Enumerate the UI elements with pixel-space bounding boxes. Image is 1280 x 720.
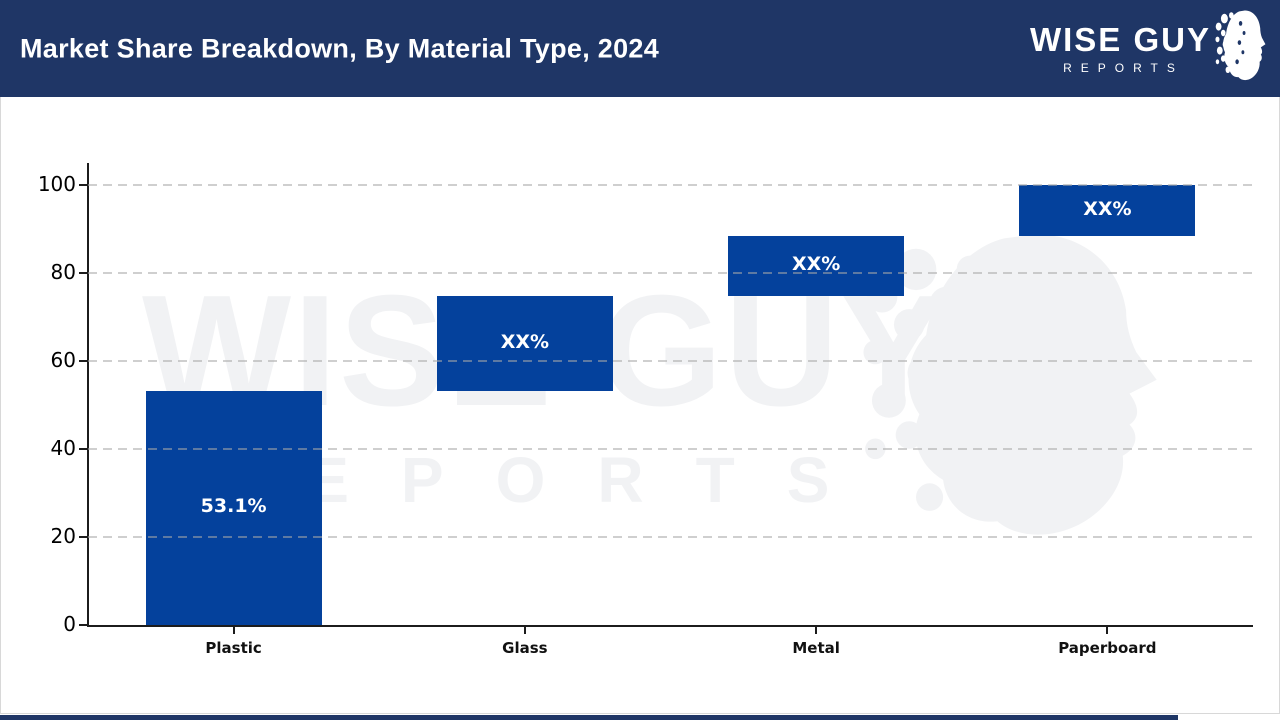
x-label-metal: Metal xyxy=(792,639,840,657)
y-tick-label-20: 20 xyxy=(50,524,76,548)
bar-plastic xyxy=(145,391,322,625)
x-tick-plastic xyxy=(232,627,235,634)
brand-name: WISE GUY xyxy=(1029,21,1211,59)
bar-glass xyxy=(436,295,613,392)
y-tick-label-0: 0 xyxy=(63,612,76,636)
y-tick-0 xyxy=(79,624,88,626)
brand-head-icon xyxy=(1215,10,1266,81)
bar-metal xyxy=(728,236,905,296)
y-tick-label-60: 60 xyxy=(50,348,76,372)
brand-text: WISE GUY REPORTS xyxy=(1030,23,1211,75)
bar-value-label-metal: XX% xyxy=(791,252,841,275)
y-axis-line xyxy=(87,163,89,627)
y-tick-60 xyxy=(79,360,88,362)
x-label-plastic: Plastic xyxy=(205,639,262,657)
y-tick-100 xyxy=(79,184,88,186)
x-axis-line xyxy=(87,625,1253,627)
y-tick-label-40: 40 xyxy=(50,436,76,460)
bar-paperboard xyxy=(1019,185,1196,237)
x-tick-paperboard xyxy=(1106,627,1109,634)
header-bar: Market Share Breakdown, By Material Type… xyxy=(0,0,1280,97)
brand-logo: WISE GUY REPORTS xyxy=(1030,6,1266,92)
y-tick-40 xyxy=(79,448,88,450)
grid-line-60 xyxy=(88,360,1253,362)
y-tick-label-80: 80 xyxy=(50,260,76,284)
x-tick-glass xyxy=(523,627,526,634)
bar-value-label-paperboard: XX% xyxy=(1083,197,1132,220)
x-label-paperboard: Paperboard xyxy=(1058,639,1157,657)
y-tick-80 xyxy=(79,272,88,274)
y-tick-label-100: 100 xyxy=(37,172,76,196)
x-tick-metal xyxy=(815,627,818,634)
x-label-glass: Glass xyxy=(502,639,548,657)
grid-line-20 xyxy=(88,536,1253,538)
footer-accent-bar xyxy=(0,715,1178,720)
grid-line-40 xyxy=(88,448,1253,450)
y-tick-20 xyxy=(79,536,88,538)
bar-value-label-plastic: 53.1% xyxy=(200,495,267,518)
page-title: Market Share Breakdown, By Material Type… xyxy=(20,33,660,63)
grid-line-80 xyxy=(88,272,1253,274)
bar-value-label-glass: XX% xyxy=(500,330,550,353)
brand-subtitle: REPORTS xyxy=(1063,60,1184,75)
grid-line-100 xyxy=(88,184,1253,186)
